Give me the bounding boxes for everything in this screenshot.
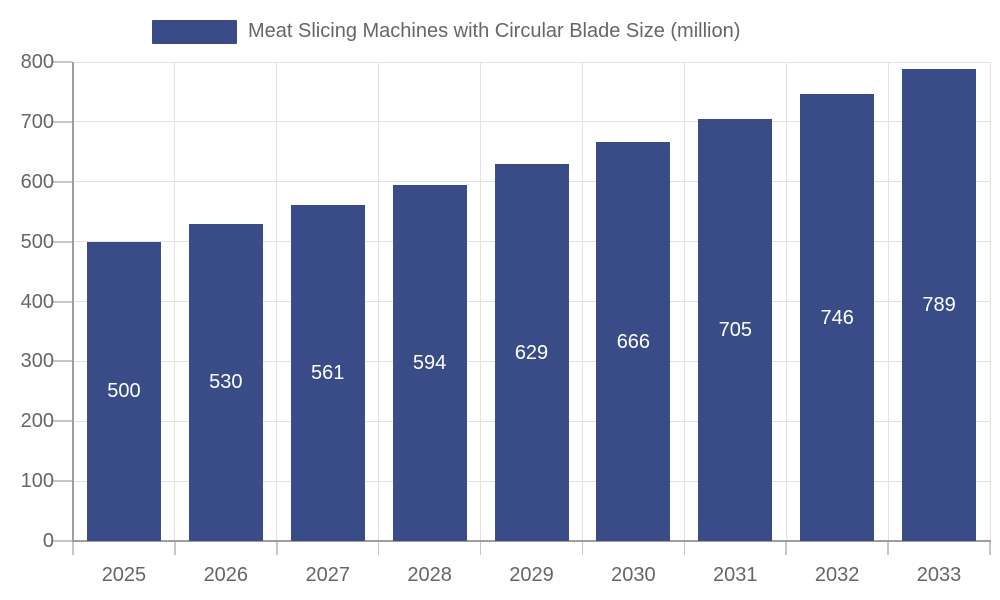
legend[interactable]: Meat Slicing Machines with Circular Blad… xyxy=(152,19,740,44)
x-axis-line xyxy=(71,540,991,542)
gridline-vertical xyxy=(683,62,685,541)
bar-2030[interactable] xyxy=(596,142,671,541)
x-axis-tick xyxy=(276,542,278,555)
x-axis-category-label: 2025 xyxy=(101,564,147,586)
bar-2025[interactable] xyxy=(86,241,161,541)
x-axis-category-label: 2028 xyxy=(407,564,452,586)
gridline-vertical xyxy=(581,62,583,541)
bar-2027[interactable] xyxy=(290,205,365,541)
gridline-horizontal xyxy=(73,61,990,63)
bar-value-label: 746 xyxy=(820,306,854,329)
y-axis-tick-label: 700 xyxy=(20,110,54,133)
y-axis-tick-label: 0 xyxy=(42,530,54,552)
y-axis-tick-label: 200 xyxy=(20,410,54,433)
x-axis-category-label: 2033 xyxy=(916,564,962,586)
bar-value-label: 629 xyxy=(514,341,549,364)
bar-value-label: 594 xyxy=(412,352,447,375)
x-axis-category-label: 2031 xyxy=(713,564,758,586)
y-axis-tick xyxy=(53,300,72,303)
gridline-vertical xyxy=(174,62,176,541)
y-axis-tick xyxy=(53,420,72,423)
y-axis-tick xyxy=(53,61,72,63)
x-axis-tick xyxy=(887,542,889,555)
x-axis-category-label: 2029 xyxy=(509,564,554,586)
x-axis-tick xyxy=(174,542,176,555)
gridline-vertical xyxy=(276,62,278,541)
bar-value-label: 666 xyxy=(616,330,651,353)
y-axis-tick-label: 300 xyxy=(20,350,54,373)
bar-value-label: 530 xyxy=(209,371,243,394)
bar-value-label: 500 xyxy=(107,380,141,403)
gridline-vertical xyxy=(785,62,787,541)
gridline-vertical xyxy=(378,62,380,541)
y-axis-tick xyxy=(53,180,72,183)
x-axis-tick xyxy=(989,542,991,555)
bar-value-label: 705 xyxy=(718,318,752,341)
y-axis-line xyxy=(71,62,74,542)
x-axis-category-label: 2030 xyxy=(611,564,656,586)
bar-value-label: 561 xyxy=(311,362,345,385)
x-axis-category-label: 2032 xyxy=(814,564,860,586)
y-axis-tick xyxy=(53,480,72,483)
y-axis-tick-label: 400 xyxy=(20,290,54,313)
y-axis-tick-label: 100 xyxy=(20,470,54,493)
bar-2028[interactable] xyxy=(392,185,467,541)
x-axis-tick xyxy=(785,542,787,555)
gridline-vertical xyxy=(480,62,482,541)
bar-value-label: 789 xyxy=(922,293,956,316)
gridline-horizontal xyxy=(73,121,990,123)
bar-2031[interactable] xyxy=(698,118,773,541)
legend-swatch xyxy=(152,19,237,44)
y-axis-tick xyxy=(53,240,72,243)
bar-2032[interactable] xyxy=(800,94,875,541)
gridline-vertical xyxy=(887,62,889,541)
x-axis-tick xyxy=(72,542,74,555)
gridline-vertical xyxy=(989,62,991,541)
y-axis-tick-label: 800 xyxy=(20,51,54,73)
bar-2026[interactable] xyxy=(188,223,263,541)
x-axis-tick xyxy=(377,542,380,555)
legend-label: Meat Slicing Machines with Circular Blad… xyxy=(248,20,741,42)
x-axis-tick xyxy=(683,542,686,555)
x-axis-tick xyxy=(479,542,482,555)
x-axis-category-label: 2026 xyxy=(203,564,249,586)
y-axis-tick xyxy=(53,540,72,542)
y-axis-tick-label: 600 xyxy=(20,170,54,193)
bar-2033[interactable] xyxy=(902,68,977,541)
y-axis-tick xyxy=(53,360,72,363)
y-axis-tick-label: 500 xyxy=(20,230,54,253)
x-axis-category-label: 2027 xyxy=(305,564,350,586)
x-axis-tick xyxy=(581,542,584,555)
bar-2029[interactable] xyxy=(494,164,569,541)
y-axis-tick xyxy=(53,120,72,123)
